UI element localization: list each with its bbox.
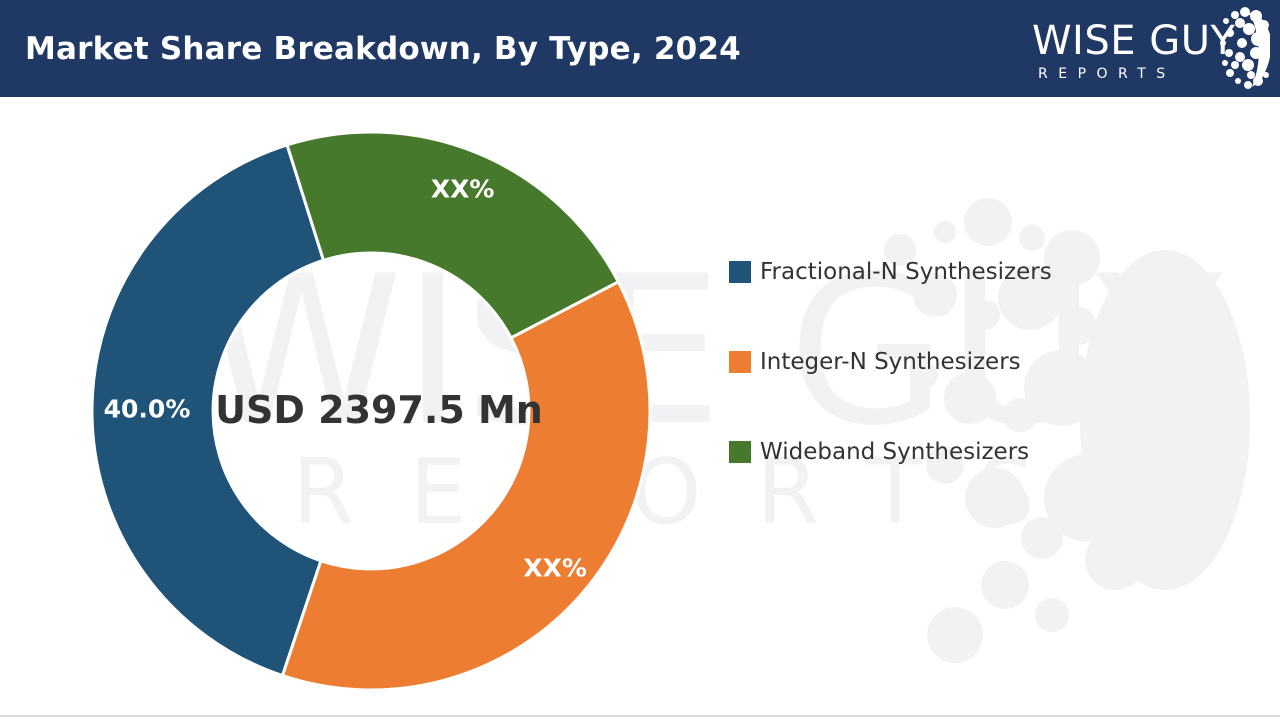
watermark-text-reports: REPORTS bbox=[292, 440, 1090, 545]
bottom-divider bbox=[0, 715, 1280, 717]
legend-item-fractional-n: Fractional-N Synthesizers bbox=[729, 259, 1052, 285]
wiseguy-logo: WISE GUY REPORTS bbox=[1032, 6, 1270, 89]
legend-label-wideband: Wideband Synthesizers bbox=[760, 439, 1030, 465]
chart-center-value: USD 2397.5 Mn bbox=[215, 388, 543, 432]
slice-value-label-2: XX% bbox=[430, 174, 495, 204]
logo-text-wise-guy: WISE GUY bbox=[1032, 18, 1236, 64]
chart-legend: Fractional-N Synthesizers Integer-N Synt… bbox=[729, 259, 1052, 530]
pie-slice-1 bbox=[281, 280, 652, 692]
legend-swatch-fractional-n bbox=[729, 261, 751, 283]
legend-label-fractional-n: Fractional-N Synthesizers bbox=[760, 259, 1052, 285]
header-bar: Market Share Breakdown, By Type, 2024 WI… bbox=[0, 0, 1280, 97]
legend-swatch-wideband bbox=[729, 441, 751, 463]
legend-item-wideband: Wideband Synthesizers bbox=[729, 439, 1052, 465]
pie-slice-0 bbox=[90, 143, 325, 678]
page-title: Market Share Breakdown, By Type, 2024 bbox=[25, 30, 741, 67]
slice-value-label-0: 40.0% bbox=[103, 394, 191, 424]
legend-label-integer-n: Integer-N Synthesizers bbox=[760, 349, 1021, 375]
logo-text-reports: REPORTS bbox=[1038, 66, 1176, 82]
legend-item-integer-n: Integer-N Synthesizers bbox=[729, 349, 1052, 375]
legend-swatch-integer-n bbox=[729, 351, 751, 373]
slice-value-label-1: XX% bbox=[523, 553, 587, 583]
logo-face-icon bbox=[1220, 6, 1270, 89]
pie-slice-2 bbox=[285, 130, 620, 340]
